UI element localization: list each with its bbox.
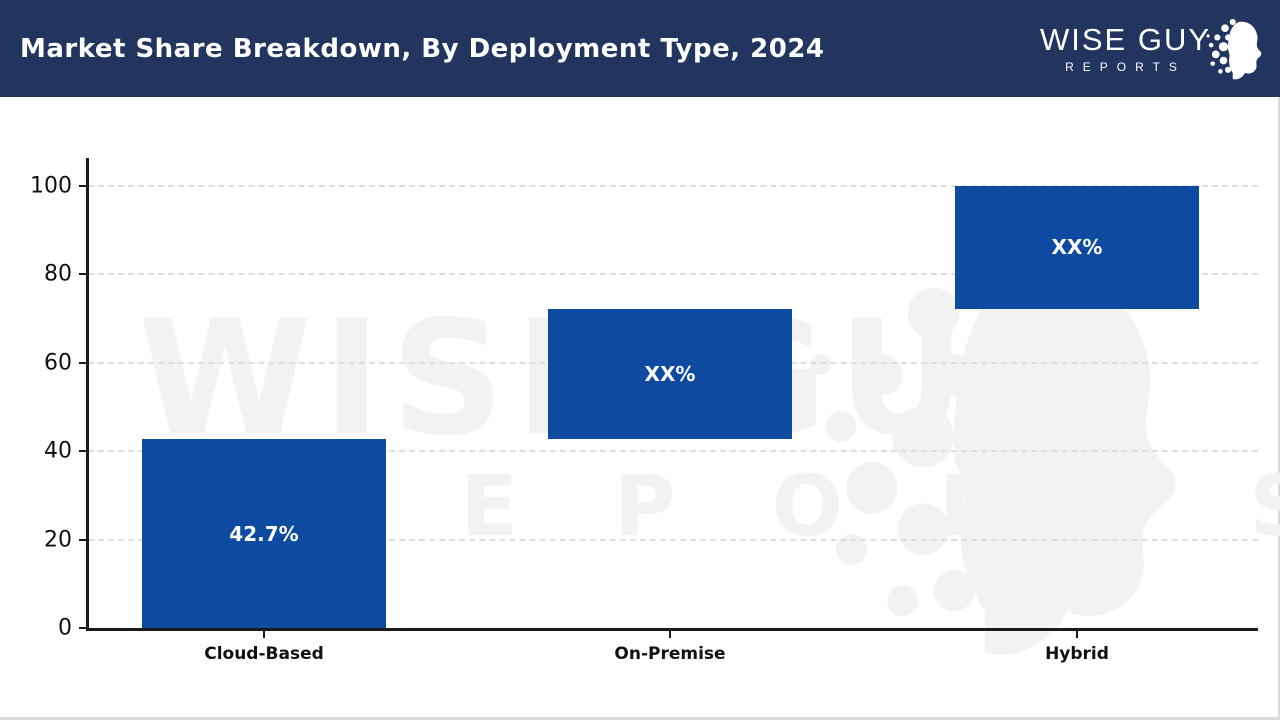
brand-name: WISE GUY bbox=[1040, 22, 1212, 57]
brand-logo: WISE GUY REPORTS bbox=[1012, 8, 1262, 90]
y-axis-tick bbox=[79, 185, 88, 187]
bar-value-label: 42.7% bbox=[229, 521, 299, 546]
header-bar: Market Share Breakdown, By Deployment Ty… bbox=[0, 0, 1280, 97]
x-axis-tick bbox=[669, 629, 671, 638]
x-axis-category-label: Hybrid bbox=[1045, 644, 1109, 664]
y-axis-tick-label: 80 bbox=[44, 261, 72, 287]
dotted-face-icon bbox=[1206, 18, 1262, 80]
y-axis-tick-label: 20 bbox=[44, 527, 72, 553]
x-axis-category-label: On-Premise bbox=[614, 644, 726, 664]
gridline bbox=[88, 450, 1258, 453]
y-axis-tick-label: 0 bbox=[58, 615, 72, 641]
gridline bbox=[88, 538, 1258, 541]
gridline bbox=[88, 185, 1258, 187]
x-axis-tick bbox=[263, 629, 265, 638]
bar-chart: 0 20 40 60 80 100 42.7% XX% XX% Cloud-Based On-Pre… bbox=[0, 97, 1280, 717]
y-axis-tick bbox=[79, 450, 88, 453]
y-axis-tick bbox=[79, 361, 88, 364]
brand-logo-text: WISE GUY REPORTS bbox=[1040, 23, 1211, 75]
y-axis-line bbox=[86, 158, 89, 630]
bar-segment bbox=[548, 308, 792, 440]
y-axis-tick bbox=[79, 538, 88, 541]
bar-value-label: XX% bbox=[1051, 235, 1103, 260]
brand-subname: REPORTS bbox=[1065, 60, 1186, 74]
y-axis-tick-label: 60 bbox=[44, 350, 72, 376]
chart-title: Market Share Breakdown, By Deployment Ty… bbox=[20, 33, 825, 64]
gridline bbox=[88, 273, 1258, 276]
bar-segment bbox=[142, 439, 386, 628]
x-axis-line bbox=[86, 628, 1258, 631]
y-axis-tick-label: 100 bbox=[30, 173, 72, 199]
y-axis-tick bbox=[79, 627, 88, 629]
bar-value-label: XX% bbox=[644, 362, 696, 387]
y-axis-tick-label: 40 bbox=[44, 438, 72, 464]
y-axis-tick bbox=[79, 273, 88, 276]
x-axis-category-label: Cloud-Based bbox=[204, 644, 324, 664]
